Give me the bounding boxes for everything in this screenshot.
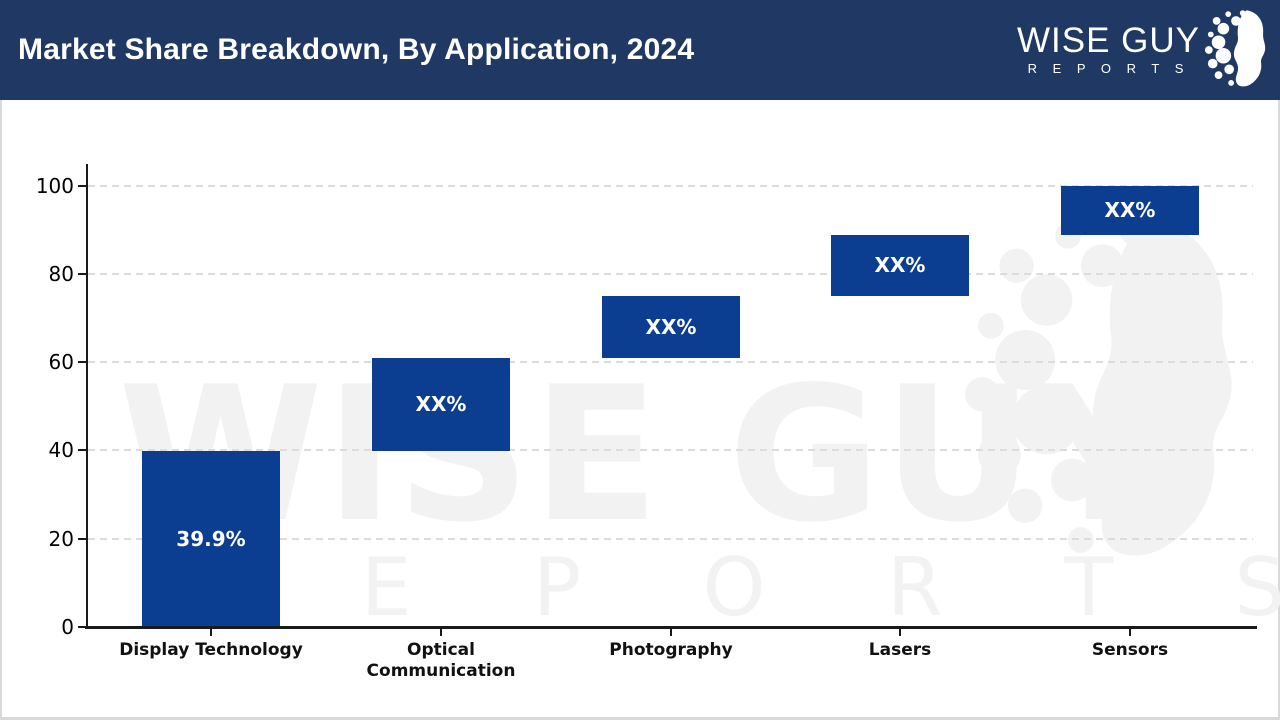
brand-subtitle: R E P O R T S <box>1027 61 1190 77</box>
header-bar: Market Share Breakdown, By Application, … <box>0 0 1280 100</box>
bar-display-technology: 39.9% <box>142 450 280 627</box>
x-tick-mark <box>670 629 672 636</box>
gridline-40 <box>88 449 1253 452</box>
y-tick-mark <box>78 361 86 364</box>
category-label: Optical Communication <box>366 640 516 682</box>
page-title: Market Share Breakdown, By Application, … <box>18 33 695 66</box>
y-tick-label: 80 <box>48 261 74 286</box>
bar-optical-communication: XX% <box>372 357 510 451</box>
y-tick-label: 100 <box>35 173 74 198</box>
y-axis-line <box>86 164 88 628</box>
bar-value-label: 39.9% <box>176 526 246 551</box>
bar-photography: XX% <box>602 296 740 358</box>
y-tick-label: 40 <box>48 438 74 463</box>
y-tick-mark <box>78 272 86 275</box>
category-label: Photography <box>609 640 733 660</box>
category-label: Display Technology <box>119 640 303 660</box>
y-tick-label: 60 <box>48 350 74 375</box>
y-tick-mark <box>78 184 86 187</box>
x-tick-mark <box>899 629 901 636</box>
bar-value-label: XX% <box>1104 198 1156 222</box>
gridline-60 <box>88 361 1253 364</box>
y-tick-label: 20 <box>48 526 74 551</box>
category-label: Sensors <box>1091 640 1169 660</box>
category-label: Lasers <box>868 640 932 660</box>
y-tick-label: 0 <box>61 615 74 639</box>
x-axis-line <box>85 626 1257 629</box>
bar-value-label: XX% <box>645 314 697 339</box>
y-tick-mark <box>78 626 86 628</box>
watermark-subtitle: R E P O R T S <box>184 541 1280 634</box>
gridline-80 <box>88 272 1253 275</box>
x-tick-mark <box>210 629 212 636</box>
x-tick-mark <box>440 629 442 636</box>
gridline-100 <box>88 184 1253 187</box>
brand-name: WISE GUY <box>1016 20 1200 60</box>
bar-lasers: XX% <box>831 234 969 297</box>
y-tick-mark <box>78 449 86 452</box>
watermark-face-icon <box>965 218 1232 556</box>
bar-sensors: XX% <box>1061 185 1199 235</box>
x-tick-mark <box>1129 629 1131 636</box>
bar-value-label: XX% <box>415 392 467 417</box>
bar-value-label: XX% <box>874 253 926 278</box>
brand-logo-text: WISE GUY R E P O R T S <box>1016 20 1200 77</box>
brand-logo: WISE GUY R E P O R T S <box>1017 6 1266 92</box>
wise-guy-face-icon <box>1204 10 1266 87</box>
y-tick-mark <box>78 537 86 540</box>
gridline-20 <box>88 537 1253 540</box>
